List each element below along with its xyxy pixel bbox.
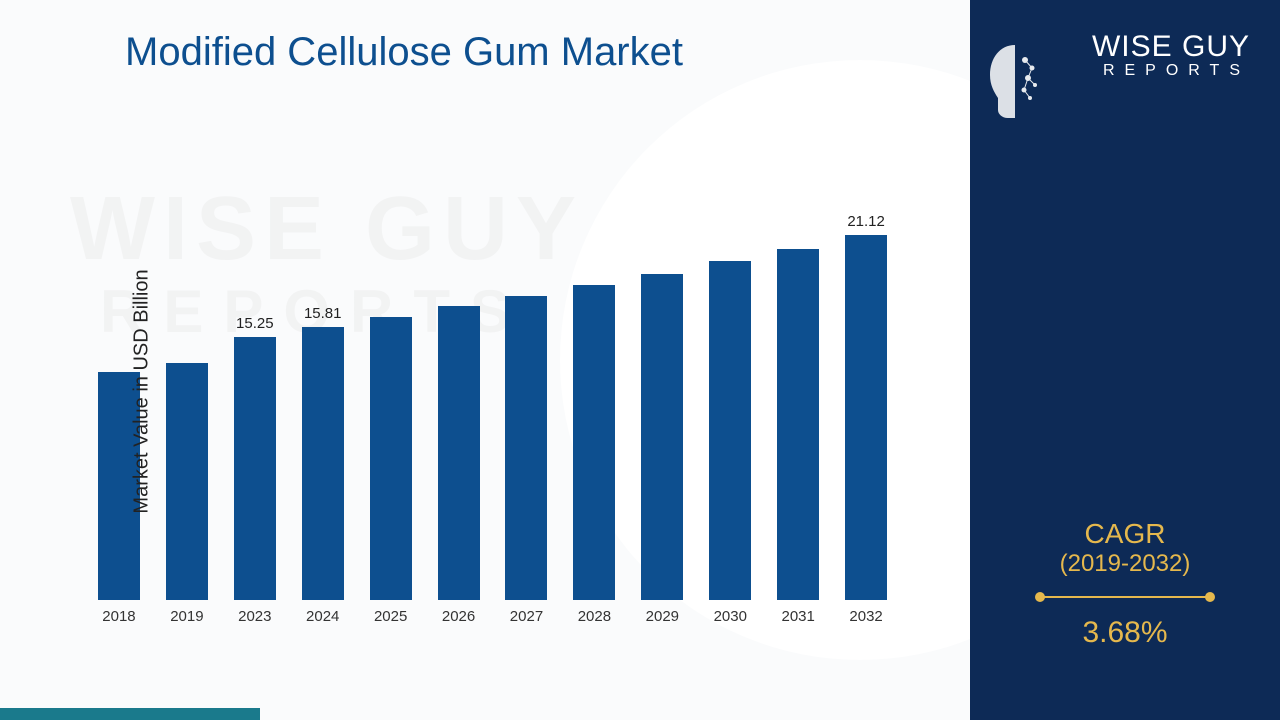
bar-group	[628, 252, 696, 600]
chart-area: 15.25 15.81 21.12	[85, 190, 900, 600]
bar	[777, 249, 819, 600]
x-tick-label: 2029	[628, 608, 696, 625]
bar-group	[493, 274, 561, 600]
bar-group	[560, 263, 628, 600]
bar-group	[357, 295, 425, 600]
x-tick-label: 2026	[425, 608, 493, 625]
bar-value-label: 15.81	[304, 305, 342, 323]
cagr-divider	[1040, 596, 1210, 598]
bar-group: 21.12	[832, 213, 900, 600]
y-axis-label: Market Value in USD Billion	[131, 269, 154, 513]
bar-group	[425, 284, 493, 600]
x-tick-label: 2027	[493, 608, 561, 625]
cagr-period: (2019-2032)	[1010, 550, 1240, 578]
x-tick-label: 2031	[764, 608, 832, 625]
x-tick-label: 2030	[696, 608, 764, 625]
logo-sub-text: REPORTS	[1092, 62, 1250, 80]
bar	[845, 235, 887, 600]
cagr-box: CAGR (2019-2032) 3.68%	[1010, 518, 1240, 650]
bar	[166, 363, 208, 600]
bar-group: 15.81	[289, 305, 357, 600]
x-tick-label: 2024	[289, 608, 357, 625]
x-tick-label: 2032	[832, 608, 900, 625]
cagr-title: CAGR	[1010, 518, 1240, 550]
x-tick-label: 2025	[357, 608, 425, 625]
bar	[234, 337, 276, 600]
bar	[709, 261, 751, 600]
logo-main-text: WISE GUY	[1092, 30, 1250, 64]
bar-value-label: 15.25	[236, 315, 274, 333]
bars-container: 15.25 15.81 21.12	[85, 190, 900, 600]
bar-group	[153, 341, 221, 600]
bar	[641, 274, 683, 600]
bar-group: 15.25	[221, 315, 289, 600]
logo-head-icon	[980, 40, 1050, 120]
chart-title: Modified Cellulose Gum Market	[125, 30, 683, 75]
logo: WISE GUY REPORTS	[1092, 30, 1250, 80]
x-axis-labels: 2018201920232024202520262027202820292030…	[85, 608, 900, 625]
bar	[302, 327, 344, 600]
bar-group	[696, 239, 764, 600]
cagr-value: 3.68%	[1010, 616, 1240, 650]
bar	[370, 317, 412, 600]
bottom-accent-bar	[0, 708, 260, 720]
bar-value-label: 21.12	[847, 213, 885, 231]
bar	[438, 306, 480, 600]
bar	[573, 285, 615, 600]
x-tick-label: 2023	[221, 608, 289, 625]
x-tick-label: 2019	[153, 608, 221, 625]
bar	[505, 296, 547, 600]
x-tick-label: 2028	[560, 608, 628, 625]
x-tick-label: 2018	[85, 608, 153, 625]
bar-group	[764, 227, 832, 600]
